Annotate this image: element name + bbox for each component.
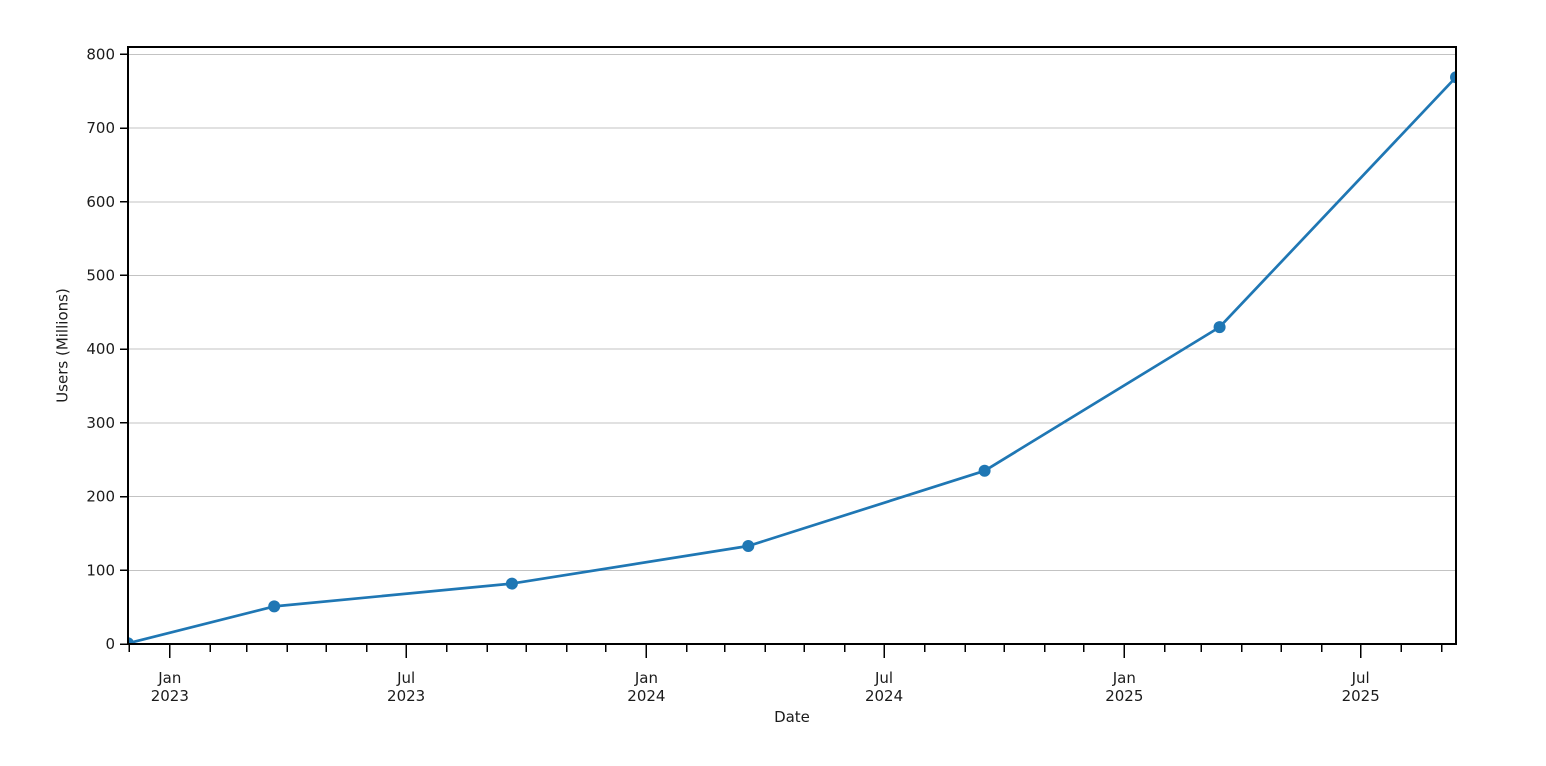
data-point-marker: [978, 464, 991, 477]
data-point-marker: [1450, 71, 1456, 84]
x-tick-label-month: Jul: [1351, 669, 1370, 687]
y-axis-label: Users (Millions): [53, 288, 72, 403]
x-tick-label-month: Jul: [396, 669, 415, 687]
data-point-marker: [128, 637, 134, 644]
y-tick-label: 100: [86, 561, 115, 579]
x-tick-label-year: 2025: [1342, 687, 1380, 705]
x-tick-label-year: 2025: [1105, 687, 1143, 705]
plot-border: [127, 46, 1457, 645]
x-tick-label-month: Jan: [157, 669, 181, 687]
y-tick-label: 700: [86, 119, 115, 137]
series-group: [128, 71, 1456, 644]
x-tick-label-year: 2023: [387, 687, 425, 705]
data-point-marker: [268, 600, 281, 613]
y-tick-label: 600: [86, 193, 115, 211]
y-tick-label: 500: [86, 266, 115, 284]
y-tick-label: 0: [105, 635, 115, 653]
y-tick-label: 200: [86, 488, 115, 506]
data-point-marker: [1213, 321, 1226, 334]
y-tick-label: 800: [86, 45, 115, 63]
data-point-marker: [742, 540, 755, 552]
y-tick-label: 400: [86, 340, 115, 358]
x-tick-label-month: Jan: [1112, 669, 1136, 687]
x-tick-label-year: 2023: [151, 687, 189, 705]
data-point-marker: [505, 577, 518, 590]
y-tick-label: 300: [86, 414, 115, 432]
trend-line: [128, 75, 1456, 644]
x-axis-label: Date: [774, 708, 810, 726]
x-tick-label-month: Jan: [634, 669, 658, 687]
x-tick-label-year: 2024: [865, 687, 903, 705]
x-tick-label-year: 2024: [627, 687, 665, 705]
x-tick-label-month: Jul: [874, 669, 893, 687]
